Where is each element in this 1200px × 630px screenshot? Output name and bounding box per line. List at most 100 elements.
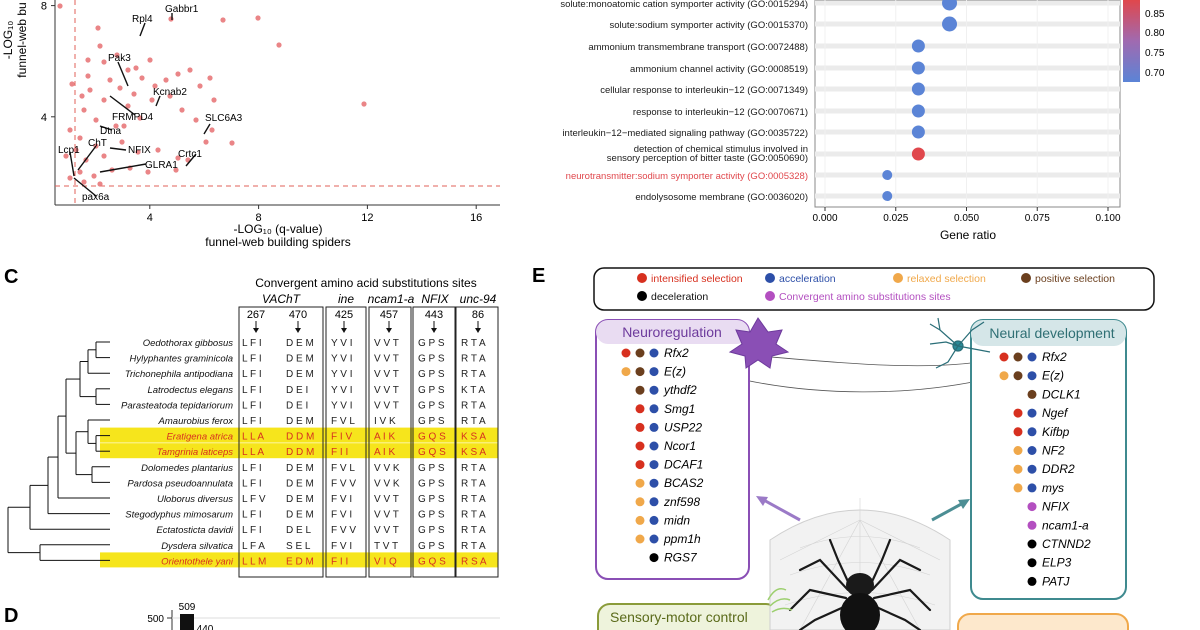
selection-dot xyxy=(635,478,645,488)
go-term-label: solute:sodium symporter activity (GO:001… xyxy=(609,20,808,31)
go-dot xyxy=(942,16,958,32)
residue-block: D E M xyxy=(286,354,314,365)
volcano-point xyxy=(125,67,131,73)
selection-dot xyxy=(999,371,1009,381)
selection-dot xyxy=(1027,483,1037,493)
residue-block: V I Q xyxy=(374,556,397,567)
residue-block: G Q S xyxy=(418,432,446,443)
gene-name: ppm1h xyxy=(663,532,701,546)
volcano-points xyxy=(57,3,367,187)
panel-c-letter: C xyxy=(4,266,18,288)
residue-block: R T A xyxy=(461,541,486,552)
residue-block: V V T xyxy=(374,400,399,411)
residue-block: Y V I xyxy=(331,400,353,411)
sensory-motor-title: Sensory-motor control xyxy=(610,609,748,625)
volcano-point xyxy=(255,15,261,21)
species-label: Trichonephila antipodiana xyxy=(125,369,233,380)
volcano-point xyxy=(69,81,75,87)
gene-label: Gabbr1 xyxy=(165,4,199,15)
gene-name: DDR2 xyxy=(1042,462,1075,476)
residue-block: V V T xyxy=(374,494,399,505)
species-label: Pardosa pseudoannulata xyxy=(127,478,233,489)
residue-block: D E M xyxy=(286,463,314,474)
residue-block: G Q S xyxy=(418,556,446,567)
legend-dot xyxy=(637,273,647,283)
selection-dot xyxy=(635,348,645,358)
residue-block: D E M xyxy=(286,338,314,349)
go-term-label: cellular response to interleukin−12 (GO:… xyxy=(600,85,808,96)
volcano-point xyxy=(87,87,93,93)
neuron-icon xyxy=(929,317,991,369)
volcano-point xyxy=(175,155,181,161)
volcano-point xyxy=(209,127,215,133)
residue-block: Y V I xyxy=(331,369,353,380)
legend-dot xyxy=(893,273,903,283)
gene-name: NFIX xyxy=(1042,500,1070,514)
volcano-point xyxy=(101,97,107,103)
gene-label: ChT xyxy=(88,138,107,149)
volcano-xtick: 12 xyxy=(361,212,373,224)
go-dot xyxy=(911,125,925,139)
selection-dot xyxy=(1027,446,1037,455)
gene-label: Kcnab2 xyxy=(153,87,187,98)
residue-block: K S A xyxy=(461,432,486,443)
species-label: Stegodyphus mimosarum xyxy=(125,510,233,521)
site-position: 443 xyxy=(425,309,443,321)
selection-dot xyxy=(649,460,659,470)
legend-dot xyxy=(1021,273,1031,283)
behavior-box xyxy=(957,613,1129,630)
gene-name: USP22 xyxy=(664,420,702,434)
go-xtick: 0.025 xyxy=(883,213,908,224)
volcano-point xyxy=(93,117,99,123)
residue-block: L F I xyxy=(242,463,262,474)
residue-block: R T A xyxy=(461,525,486,536)
gene-box xyxy=(455,306,499,578)
volcano-point xyxy=(85,73,91,79)
go-xtick: 0.050 xyxy=(954,213,979,224)
volcano-point xyxy=(276,42,282,48)
species-label: Parasteatoda tepidariorum xyxy=(121,400,233,411)
legend-label: deceleration xyxy=(651,291,708,303)
volcano-point xyxy=(145,169,151,175)
gene-label: Lcp1 xyxy=(58,145,80,156)
volcano-point xyxy=(79,93,85,99)
gene-name: Kifbp xyxy=(1042,425,1070,439)
selection-dot xyxy=(635,441,645,451)
volcano-point xyxy=(119,139,125,145)
residue-block: G P S xyxy=(418,338,445,349)
go-dot xyxy=(942,0,958,11)
selection-dot xyxy=(649,478,659,488)
selection-dot xyxy=(1027,464,1037,474)
selection-dot xyxy=(1027,576,1037,586)
gene-name: E(z) xyxy=(664,365,686,379)
sensory-icon xyxy=(767,588,793,613)
residue-block: A I K xyxy=(374,432,395,443)
residue-block: G P S xyxy=(418,541,445,552)
gene-name: midn xyxy=(664,513,690,527)
gene-label: SLC6A3 xyxy=(205,113,243,124)
residue-block: K T A xyxy=(461,385,485,396)
residue-block: D E M xyxy=(286,510,314,521)
selection-dot xyxy=(1027,371,1037,381)
colorbar-tick: 0.75 xyxy=(1145,48,1165,59)
volcano-point xyxy=(137,115,143,121)
volcano-point xyxy=(179,107,185,113)
residue-block: F V I xyxy=(331,510,352,521)
residue-block: D E L xyxy=(286,525,311,536)
gene-label: pax6a xyxy=(82,192,110,203)
residue-block: R T A xyxy=(461,416,486,427)
gene-name: ELP3 xyxy=(1042,556,1072,570)
species-label: Tamgrinia laticeps xyxy=(157,447,233,458)
residue-block: Y V I xyxy=(331,338,353,349)
residue-block: G P S xyxy=(418,478,445,489)
gene-name: E(z) xyxy=(1042,369,1064,383)
leaf-neuron-icon xyxy=(728,317,790,369)
residue-block: R T A xyxy=(461,510,486,521)
spider-illustration xyxy=(769,498,951,630)
site-position: 470 xyxy=(289,309,307,321)
selection-dot xyxy=(1027,520,1037,530)
go-dot xyxy=(911,82,925,96)
selection-dot xyxy=(1013,371,1023,381)
volcano-point xyxy=(197,83,203,89)
residue-block: R T A xyxy=(461,338,486,349)
